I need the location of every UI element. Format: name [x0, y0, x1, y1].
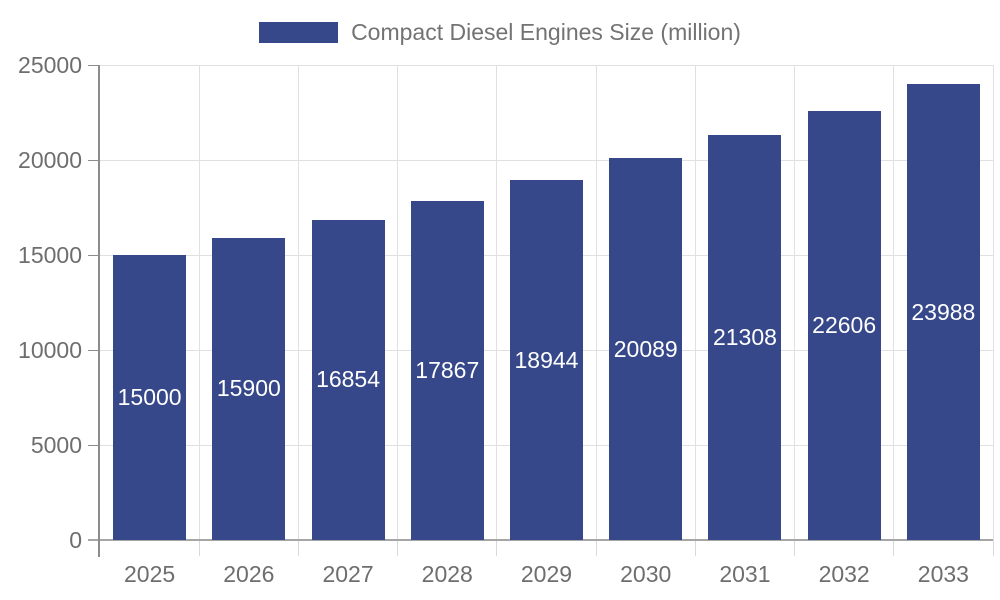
gridline-vertical — [496, 65, 498, 540]
bar-value-label: 17867 — [415, 356, 480, 383]
x-axis-tick — [992, 540, 994, 556]
bar-2031[interactable]: 21308 — [708, 135, 782, 540]
x-axis-label: 2026 — [223, 561, 275, 587]
x-axis-tick — [297, 540, 299, 556]
y-axis-label: 25000 — [18, 52, 82, 78]
y-axis-label: 15000 — [18, 242, 82, 268]
bar-2028[interactable]: 17867 — [410, 200, 484, 540]
bar-value-label: 23988 — [911, 298, 976, 325]
bar-value-label: 22606 — [812, 311, 877, 338]
gridline-vertical — [794, 65, 796, 540]
y-axis-line — [98, 65, 100, 557]
y-axis-tick — [88, 445, 98, 446]
bar-value-label: 18944 — [514, 346, 579, 373]
y-axis-tick — [88, 65, 98, 66]
bar-value-label: 20089 — [613, 335, 678, 362]
gridline-vertical — [397, 65, 399, 540]
x-axis-tick — [595, 540, 597, 556]
bar-2030[interactable]: 20089 — [609, 158, 683, 540]
x-axis-tick — [397, 540, 399, 556]
gridline-vertical — [992, 65, 994, 540]
bar-value-label: 16854 — [316, 366, 381, 393]
bar-value-label: 21308 — [712, 324, 777, 351]
bar-value-label: 15900 — [216, 375, 281, 402]
gridline-vertical — [893, 65, 895, 540]
bar-2033[interactable]: 23988 — [906, 84, 980, 540]
y-axis-label: 10000 — [18, 337, 82, 363]
x-axis-tick — [694, 540, 696, 556]
gridline-vertical — [694, 65, 696, 540]
x-axis-label: 2032 — [818, 561, 870, 587]
x-axis-tick — [893, 540, 895, 556]
y-axis-label: 5000 — [30, 432, 82, 458]
x-axis-label: 2028 — [421, 561, 473, 587]
y-axis-tick — [88, 160, 98, 161]
x-axis-label: 2033 — [917, 561, 969, 587]
x-axis-label: 2025 — [124, 561, 176, 587]
bar-value-label: 15000 — [117, 384, 182, 410]
x-axis-label: 2027 — [322, 561, 374, 587]
x-axis-label: 2029 — [520, 561, 573, 587]
bar-2026[interactable]: 15900 — [212, 237, 286, 540]
legend[interactable]: Compact Diesel Engines Size (million) — [0, 19, 1000, 46]
y-axis-label: 20000 — [18, 147, 82, 173]
gridline-horizontal — [100, 160, 993, 161]
gridline-vertical — [297, 65, 299, 540]
x-axis-label: 2030 — [620, 561, 672, 587]
bar-2027[interactable]: 16854 — [311, 219, 385, 540]
gridline-vertical — [595, 65, 597, 540]
gridline-vertical — [198, 65, 200, 540]
x-axis-label: 2031 — [719, 561, 771, 587]
bar-2032[interactable]: 22606 — [807, 110, 881, 540]
y-axis-label: 0 — [69, 527, 82, 553]
y-axis-tick — [88, 255, 98, 256]
x-axis-line — [88, 539, 993, 541]
x-axis-tick — [198, 540, 200, 556]
legend-label: Compact Diesel Engines Size (million) — [351, 19, 741, 45]
bar-2025[interactable]: 15000 — [113, 255, 187, 540]
gridline-horizontal — [100, 65, 993, 66]
legend-swatch — [259, 22, 339, 43]
x-axis-tick — [794, 540, 796, 556]
x-axis-tick — [496, 540, 498, 556]
y-axis-tick — [88, 350, 98, 351]
plot-area: 0 5000 10000 15000 20000 25000 15000 2025 15900 2… — [18, 52, 994, 587]
bar-2029[interactable]: 18944 — [510, 180, 583, 540]
